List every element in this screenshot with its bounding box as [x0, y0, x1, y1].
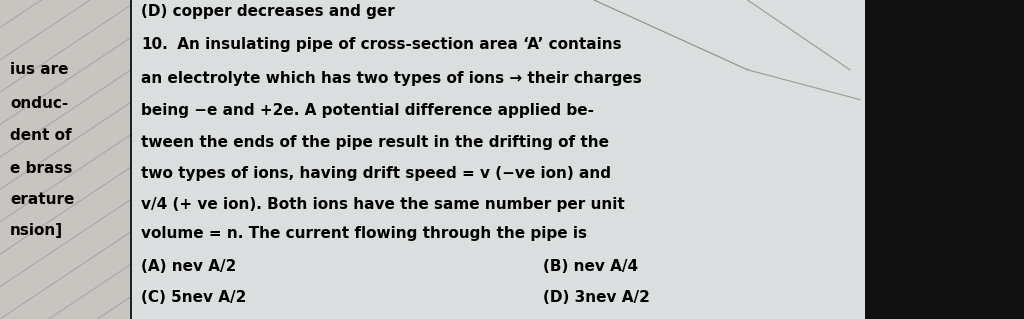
Text: an electrolyte which has two types of ions → their charges: an electrolyte which has two types of io… — [141, 71, 642, 86]
Text: two types of ions, having drift speed = v (−ve ion) and: two types of ions, having drift speed = … — [141, 166, 611, 181]
Text: (B) nev A/4: (B) nev A/4 — [543, 259, 638, 274]
Bar — [131, 0, 865, 319]
Text: tween the ends of the pipe result in the drifting of the: tween the ends of the pipe result in the… — [141, 135, 609, 150]
Text: being −e and +2e. A potential difference applied be-: being −e and +2e. A potential difference… — [141, 103, 594, 118]
Text: dent of: dent of — [10, 128, 72, 143]
Text: (D) copper decreases and ger: (D) copper decreases and ger — [141, 4, 395, 19]
Text: volume = n. The current flowing through the pipe is: volume = n. The current flowing through … — [141, 226, 588, 241]
Text: An insulating pipe of cross-section area ‘A’ contains: An insulating pipe of cross-section area… — [172, 37, 622, 52]
Text: (A) nev A/2: (A) nev A/2 — [141, 259, 237, 274]
Text: 10.: 10. — [141, 37, 168, 52]
Text: (C) 5nev A/2: (C) 5nev A/2 — [141, 290, 247, 305]
Text: onduc-: onduc- — [10, 96, 69, 111]
Text: erature: erature — [10, 192, 75, 207]
Text: v/4 (+ ve ion). Both ions have the same number per unit: v/4 (+ ve ion). Both ions have the same … — [141, 197, 625, 212]
Text: nsion]: nsion] — [10, 223, 63, 238]
Bar — [0, 0, 131, 319]
Text: (D) 3nev A/2: (D) 3nev A/2 — [543, 290, 649, 305]
Bar — [865, 0, 1024, 319]
Text: ius are: ius are — [10, 62, 69, 77]
Text: e brass: e brass — [10, 161, 73, 176]
